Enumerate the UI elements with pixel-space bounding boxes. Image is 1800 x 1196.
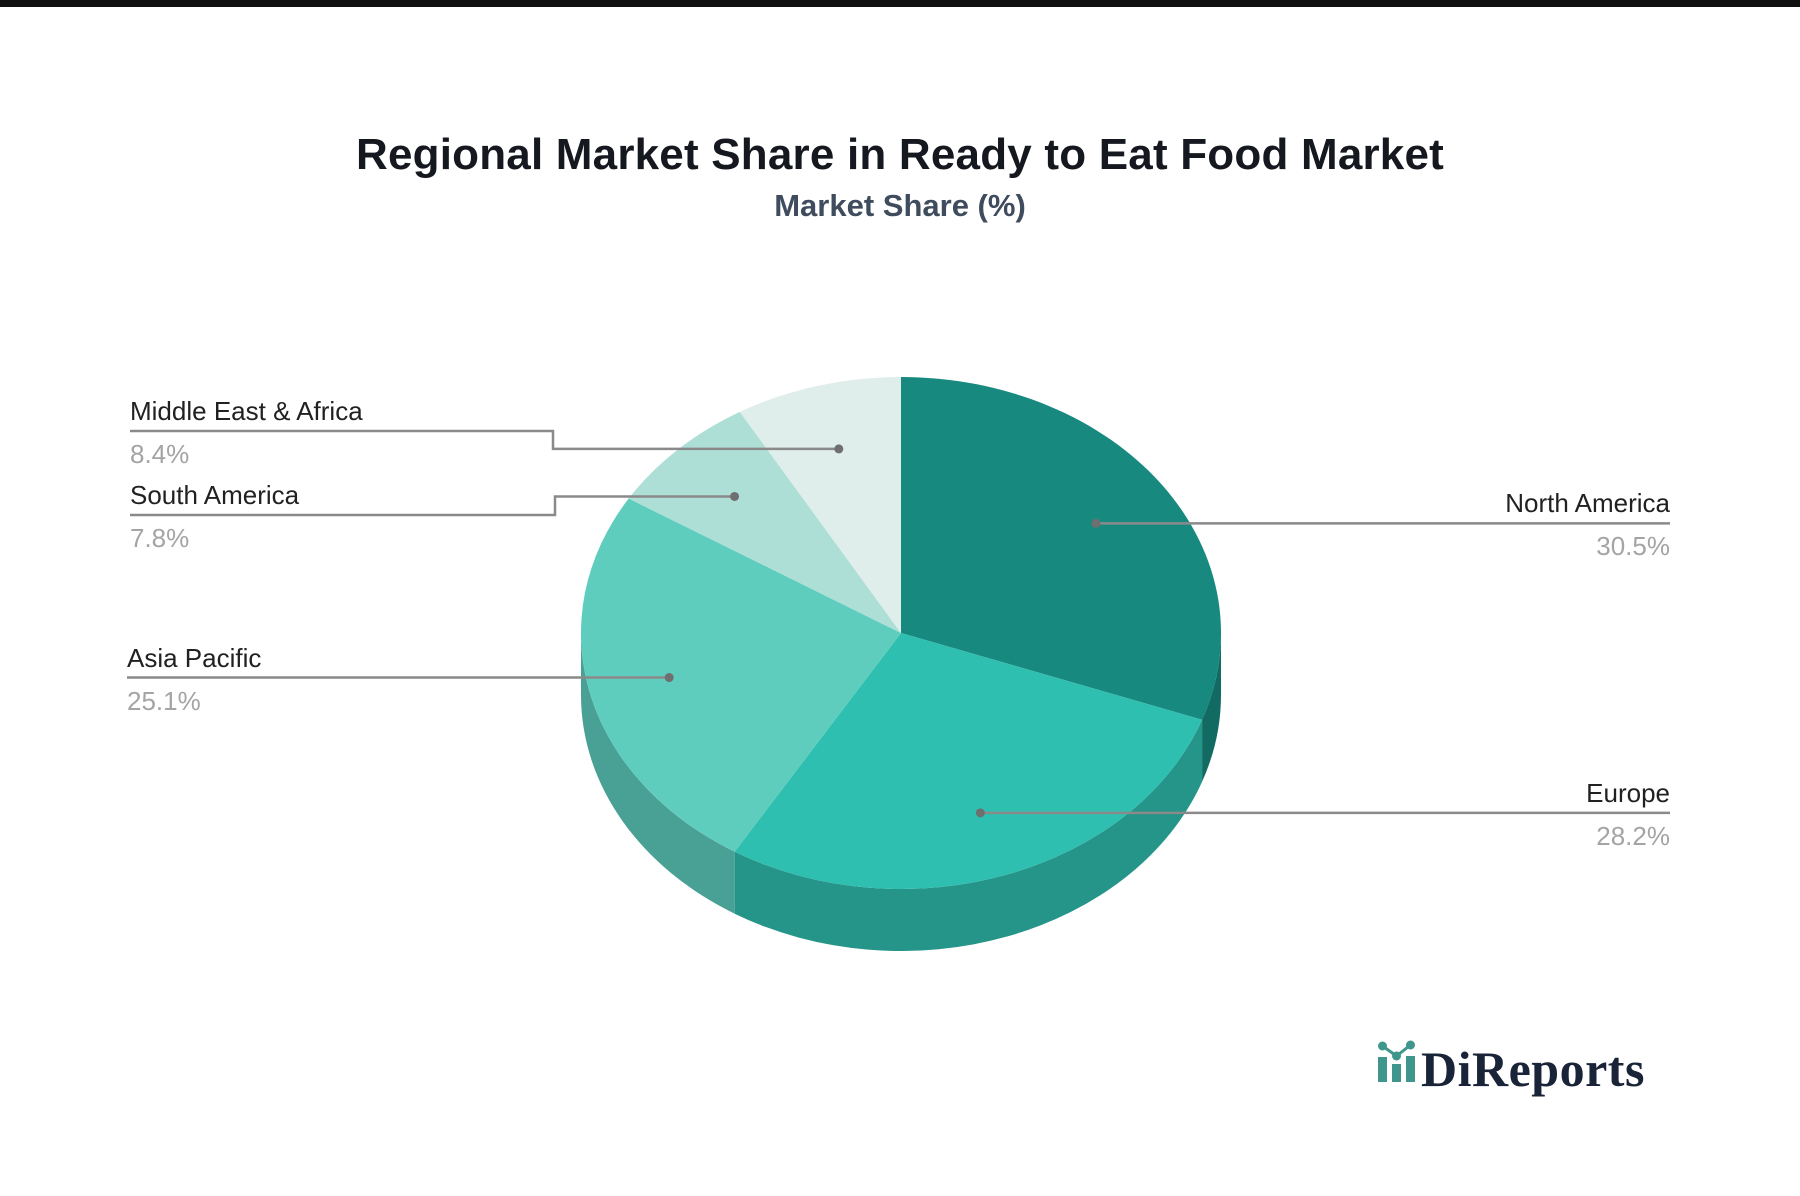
label-percent: 8.4% [130,439,190,469]
label-north-america: North America 30.5% [1505,487,1670,563]
leader-dot-middle-east-africa [834,444,844,454]
label-percent: 28.2% [1596,820,1670,851]
logo-text: DiReports [1421,1041,1645,1097]
pie-3d-sides [581,633,1221,952]
pie-slice-south-america[interactable] [628,411,901,633]
pie-slice-asia-pacific[interactable] [581,498,901,852]
top-border [0,0,1800,7]
chart-subtitle: Market Share (%) [774,188,1026,223]
pie-slice-europe[interactable] [734,633,1203,889]
leader-dot-south-america [730,491,740,501]
direports-logo: DiReports [1372,1036,1692,1106]
pie-slice-middle-east-africa[interactable] [739,377,901,633]
pie-slices [581,377,1221,889]
label-asia-pacific: Asia Pacific 25.1% [127,642,261,718]
label-percent: 25.1% [127,685,201,716]
leader-dot-europe [975,808,985,818]
label-name: Asia Pacific [127,642,262,673]
label-europe: Europe 28.2% [1586,777,1670,853]
pie-slice-side-europe [734,719,1203,952]
label-middle-east-africa: Middle East & Africa 8.4% [130,395,363,471]
label-percent: 7.8% [130,523,190,553]
label-south-america: South America 7.8% [130,479,299,555]
pie-slice-side-north-america [1202,633,1221,782]
pie-slice-north-america[interactable] [901,377,1221,720]
leader-line-south-america [130,495,735,517]
leader-dot-asia-pacific [664,673,674,683]
leader-line-middle-east-africa [130,429,839,451]
bar-line-chart-icon [1378,1040,1415,1082]
chart-title: Regional Market Share in Ready to Eat Fo… [355,130,1445,179]
label-name: North America [1505,488,1670,519]
label-name: Europe [1586,777,1670,808]
leader-dot-north-america [1091,518,1101,528]
label-name: South America [130,480,300,510]
label-percent: 30.5% [1596,531,1670,562]
pie-slice-side-asia-pacific [581,633,735,914]
leader-lines [127,429,1670,818]
label-name: Middle East & Africa [130,396,363,426]
